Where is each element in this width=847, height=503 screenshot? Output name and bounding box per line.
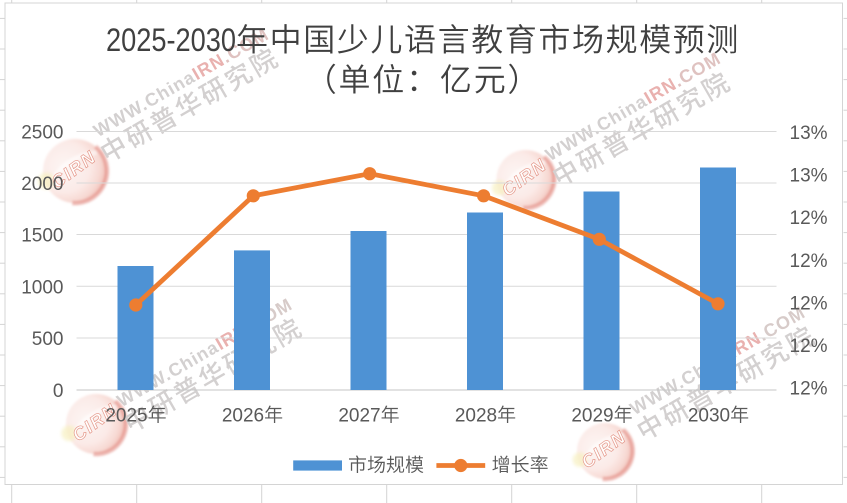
svg-text:500: 500 [32, 329, 64, 350]
svg-text:1000: 1000 [21, 277, 63, 298]
svg-text:0: 0 [53, 381, 64, 402]
svg-text:2027年: 2027年 [338, 406, 399, 427]
svg-text:1500: 1500 [21, 226, 63, 247]
svg-text:市场规模: 市场规模 [348, 455, 424, 477]
svg-text:2030年: 2030年 [688, 406, 749, 427]
svg-text:12%: 12% [790, 251, 828, 272]
svg-text:13%: 13% [790, 123, 828, 144]
svg-text:13%: 13% [790, 166, 828, 187]
svg-text:12%: 12% [790, 208, 828, 229]
svg-text:12%: 12% [790, 336, 828, 357]
svg-text:2028年: 2028年 [455, 406, 516, 427]
svg-text:2000: 2000 [21, 174, 63, 195]
svg-text:增长率: 增长率 [492, 455, 549, 477]
svg-text:2025年: 2025年 [105, 406, 166, 427]
svg-text:2026年: 2026年 [222, 406, 283, 427]
svg-text:（单位：亿元）: （单位：亿元） [305, 62, 542, 98]
svg-text:12%: 12% [790, 379, 828, 400]
svg-text:2029年: 2029年 [571, 406, 632, 427]
svg-text:2500: 2500 [21, 123, 63, 144]
svg-text:12%: 12% [790, 293, 828, 314]
svg-text:2025-2030年中国少儿语言教育市场规模预测: 2025-2030年中国少儿语言教育市场规模预测 [106, 22, 740, 58]
